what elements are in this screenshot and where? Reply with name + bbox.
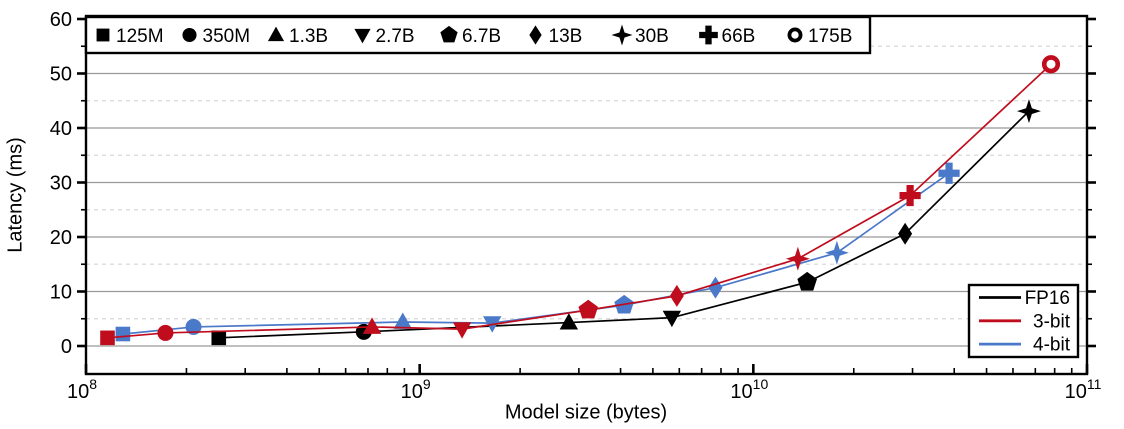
y-tick-label: 10 xyxy=(50,282,72,304)
marker-4-bit-66b xyxy=(938,162,960,184)
marker-legend-label: 13B xyxy=(549,26,583,47)
marker-legend-label: 125M xyxy=(116,26,164,47)
marker-3-bit-66b xyxy=(899,184,921,207)
marker-fp16-2-7b xyxy=(662,310,682,328)
circle-open-legend-icon xyxy=(787,27,803,43)
series-legend-label: FP16 xyxy=(1025,288,1070,309)
x-tick-label: 1011 xyxy=(1065,376,1102,403)
marker-3-bit-175b xyxy=(1041,55,1061,74)
marker-4-bit-30b xyxy=(824,240,849,265)
marker-legend-label: 6.7B xyxy=(462,26,501,47)
triangle-up-legend-icon xyxy=(267,26,285,42)
marker-3-bit-30b xyxy=(785,246,810,271)
series-legend-label: 3-bit xyxy=(1033,311,1071,332)
plus-legend-icon xyxy=(699,25,718,45)
marker-legend-box xyxy=(84,15,872,55)
marker-legend-label: 1.3B xyxy=(289,26,328,47)
marker-4-bit-1-3b xyxy=(393,312,412,329)
pentagon-legend-icon xyxy=(440,25,458,43)
x-tick-label: 1010 xyxy=(730,376,768,403)
marker-3-bit-350m xyxy=(157,324,174,341)
y-axis-title: Latency (ms) xyxy=(4,137,27,253)
marker-3-bit-13b xyxy=(669,284,684,307)
y-tick-label: 20 xyxy=(50,227,72,249)
marker-legend-label: 66B xyxy=(722,26,756,47)
y-tick-label: 40 xyxy=(50,118,72,140)
marker-fp16-30b xyxy=(1016,99,1041,124)
marker-fp16-1-3b xyxy=(559,313,579,330)
marker-fp16-13b xyxy=(898,222,913,245)
marker-fp16-125m xyxy=(211,330,227,346)
marker-legend-label: 2.7B xyxy=(376,26,415,47)
marker-4-bit-350m xyxy=(185,318,202,335)
x-tick-label: 108 xyxy=(67,376,97,403)
x-tick-label: 109 xyxy=(401,376,431,403)
y-tick-label: 0 xyxy=(61,336,72,358)
series-legend-label: 4-bit xyxy=(1033,335,1071,356)
star4-legend-icon xyxy=(611,24,633,46)
marker-3-bit-2-7b xyxy=(452,322,472,339)
marker-3-bit-125m xyxy=(100,330,115,346)
circle-legend-icon xyxy=(182,27,197,43)
marker-3-bit-6-7b xyxy=(578,299,599,319)
marker-legend-label: 350M xyxy=(203,26,251,47)
y-tick-label: 30 xyxy=(50,173,72,195)
diamond-legend-icon xyxy=(529,25,542,45)
marker-fp16-6-7b xyxy=(797,271,817,291)
marker-4-bit-125m xyxy=(115,326,131,342)
marker-legend-label: 175B xyxy=(808,26,852,47)
y-tick-label: 50 xyxy=(50,64,72,86)
marker-legend-label: 30B xyxy=(635,26,669,47)
y-tick-label: 60 xyxy=(50,9,72,31)
marker-3-bit-1-3b xyxy=(362,317,382,334)
x-axis-title: Model size (bytes) xyxy=(504,401,668,424)
square-legend-icon xyxy=(96,28,110,42)
triangle-down-legend-icon xyxy=(354,28,371,44)
